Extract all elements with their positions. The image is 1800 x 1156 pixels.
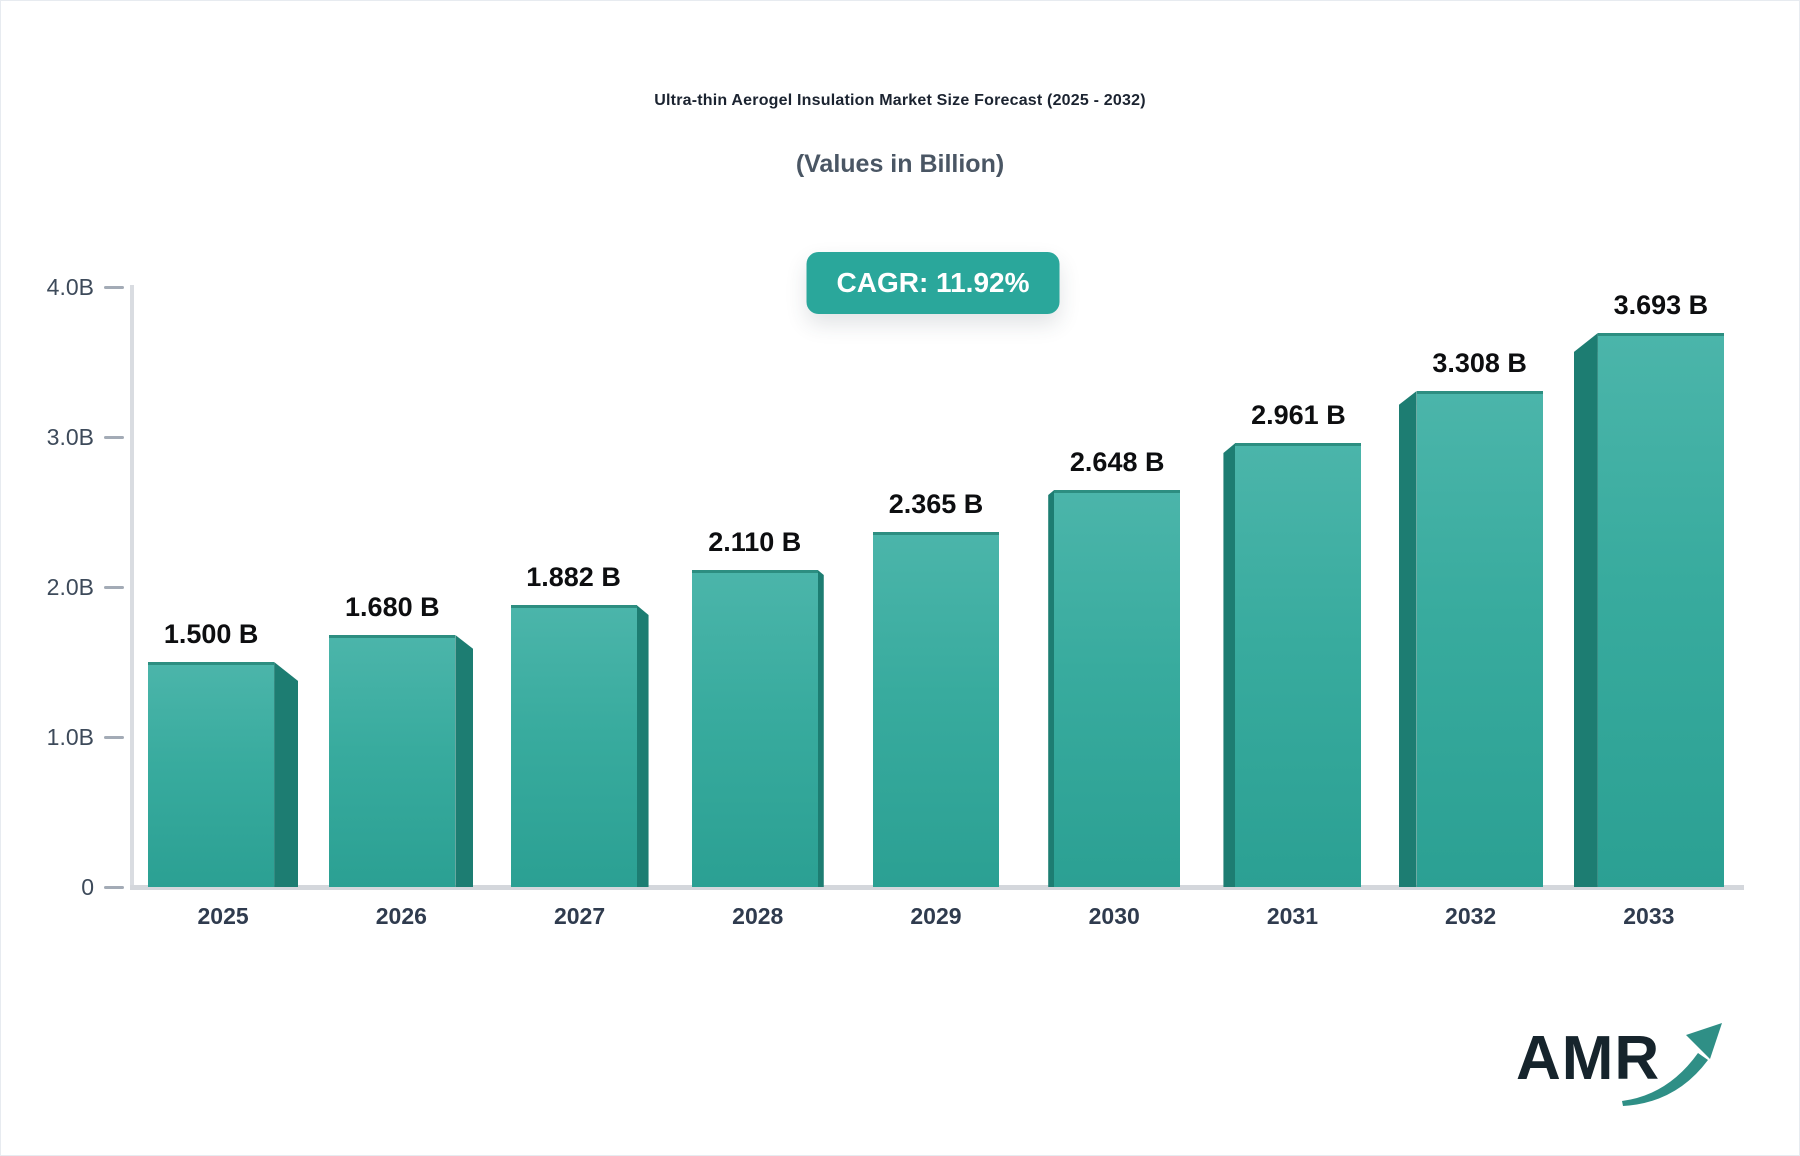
bar-side [455,635,474,887]
y-axis: 4.0B 3.0B 2.0B 1.0B 0 [0,274,124,900]
y-tick-dash [104,885,124,889]
bar-face [510,605,637,887]
y-tick-dash [104,585,124,589]
cagr-badge: CAGR: 11.92% [806,252,1060,314]
y-tick-label: 4.0B [46,273,94,300]
bar-face [872,532,999,887]
bar-side [817,570,824,887]
x-tick-label: 2031 [1266,903,1318,929]
x-tick-label: 2028 [732,903,784,929]
bar-face [329,635,456,887]
bar-group-2032: 3.308 B 2032 [1382,287,1560,929]
x-tick-label: 2033 [1623,903,1675,929]
y-tick-dash [104,435,124,439]
y-tick-dash [104,285,124,289]
x-tick-label: 2027 [553,903,606,929]
y-tick-label: 0 [81,873,94,900]
bar-face [1597,333,1724,887]
bar [1048,490,1181,887]
bars-container: 1.500 B 2025 1.680 B 2026 1.882 B 2027 2.110 B… [134,287,1738,929]
bar-face [1235,443,1362,887]
bar-side [636,605,649,887]
bar-value-label: 1.500 B [163,619,259,649]
chart-title: Ultra-thin Aerogel Insulation Market Siz… [654,92,1146,109]
bar-group-2026: 1.680 B 2026 [312,287,490,929]
bar-group-2033: 3.693 B 2033 [1560,287,1738,929]
x-axis-line [130,885,1744,890]
y-tick: 1.0B [47,724,124,750]
bar-group-2028: 2.110 B 2028 [669,287,847,929]
bar-value-label: 3.308 B [1432,348,1527,378]
bar-side [1048,490,1055,887]
bar-side [1573,333,1598,887]
y-tick-label: 2.0B [46,573,94,600]
amr-logo-graphic: AMR [1516,1023,1722,1106]
bar-value-label: 2.961 B [1251,400,1346,430]
bar-group-2030: 2.648 B 2030 [1025,287,1203,929]
y-tick: 4.0B [47,274,124,300]
x-tick-label: 2029 [910,903,962,929]
bar [1223,443,1362,887]
bar-face [148,662,275,887]
bar-face [1054,490,1181,887]
bar-side [1223,443,1236,887]
y-tick: 2.0B [47,574,124,600]
bar-value-label: 1.882 B [526,562,621,592]
bar [510,605,649,887]
bar [329,635,474,887]
y-tick-label: 1.0B [46,723,94,750]
bar-face [1416,391,1543,887]
bar-value-label: 1.680 B [345,592,440,622]
bar [1573,333,1724,887]
x-tick-label: 2032 [1445,903,1497,929]
bar-value-label: 2.365 B [888,489,984,519]
amr-logo: AMR [1510,1013,1742,1114]
x-tick-label: 2025 [197,903,249,929]
bar-face [691,570,818,887]
bar-side [1398,391,1417,887]
amr-logo-text: AMR [1516,1024,1660,1093]
bar-value-label: 3.693 B [1613,290,1709,320]
bar-value-label: 2.110 B [708,527,802,557]
x-tick-label: 2026 [375,903,427,929]
bar-side [274,662,299,887]
x-tick-label: 2030 [1088,903,1140,929]
y-tick: 3.0B [47,424,124,450]
bar-group-2025: 1.500 B 2025 [134,287,312,929]
bar-group-2027: 1.882 B 2027 [490,287,668,929]
y-tick-dash [104,735,124,739]
bar-group-2031: 2.961 B 2031 [1203,287,1381,929]
bar [872,532,999,887]
y-tick: 0 [81,874,124,900]
bar [1398,391,1543,887]
y-axis-line [130,285,134,888]
y-tick-label: 3.0B [46,423,94,450]
bar [691,570,824,887]
bar-value-label: 2.648 B [1069,447,1165,477]
chart-subtitle: (Values in Billion) [795,150,1005,178]
bar-group-2029: 2.365 B 2029 [847,287,1025,929]
bar [148,662,299,887]
growth-arrow-icon [1622,1023,1722,1106]
